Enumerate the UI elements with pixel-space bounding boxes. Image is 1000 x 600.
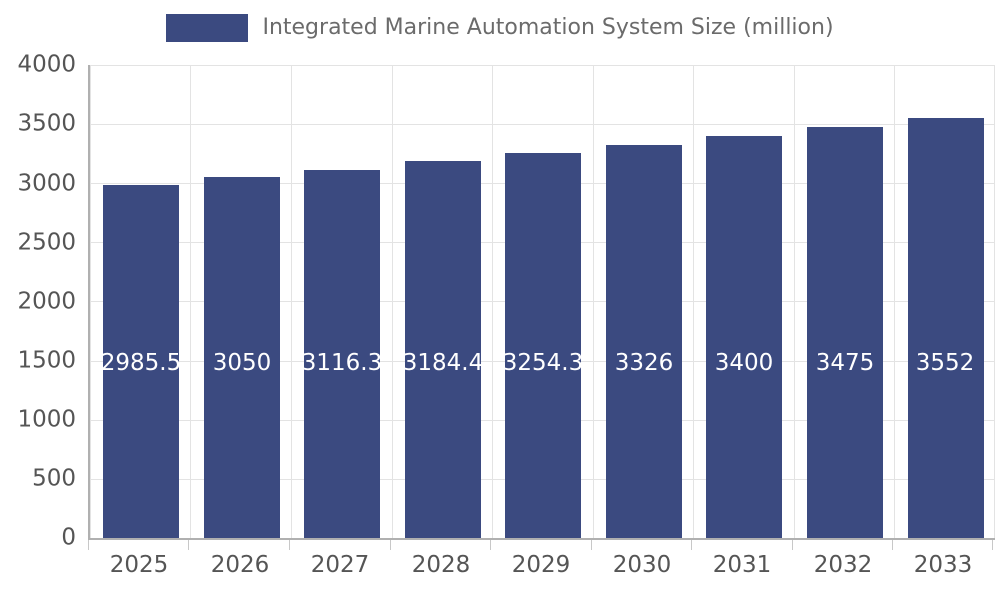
x-tick-mark-8 (892, 540, 893, 550)
chart-legend: Integrated Marine Automation System Size… (0, 0, 1000, 56)
legend-item-label: Integrated Marine Automation System Size… (262, 15, 834, 40)
gridline-v-8 (894, 65, 895, 538)
x-tick-label-2025: 2025 (109, 552, 169, 578)
x-axis-baseline (88, 538, 995, 540)
y-tick-label-1000: 1000 (17, 406, 76, 433)
bar-label-2029: 3254.3 (502, 350, 584, 376)
bar-2025[interactable] (103, 185, 179, 538)
x-tick-mark-0 (88, 540, 89, 550)
legend-swatch-icon (166, 14, 249, 42)
x-tick-mark-3 (390, 540, 391, 550)
bar-label-2028: 3184.4 (402, 350, 484, 376)
x-tick-mark-5 (591, 540, 592, 550)
y-tick-label-1500: 1500 (17, 347, 76, 374)
gridline-v-3 (392, 65, 393, 538)
x-tick-label-2030: 2030 (612, 552, 672, 578)
bar-label-2030: 3326 (614, 350, 674, 376)
y-tick-label-2000: 2000 (17, 288, 76, 315)
bar-label-2026: 3050 (212, 350, 272, 376)
bar-label-2032: 3475 (815, 350, 875, 376)
y-tick-label-4000: 4000 (17, 51, 76, 78)
plot-area: 2985.5 3050 3116.3 3184.4 3254.3 3326 34… (88, 65, 995, 540)
y-tick-label-500: 500 (32, 465, 76, 492)
x-tick-label-2031: 2031 (712, 552, 772, 578)
x-tick-label-2027: 2027 (310, 552, 370, 578)
bar-2030[interactable] (606, 145, 682, 538)
bar-2028[interactable] (405, 161, 481, 538)
y-tick-label-0: 0 (61, 524, 76, 551)
x-tick-mark-4 (490, 540, 491, 550)
x-tick-mark-1 (188, 540, 189, 550)
gridline-v-7 (794, 65, 795, 538)
x-tick-mark-7 (792, 540, 793, 550)
bar-label-2027: 3116.3 (301, 350, 383, 376)
x-tick-mark-6 (691, 540, 692, 550)
x-tick-mark-2 (289, 540, 290, 550)
bar-2033[interactable] (908, 118, 984, 538)
x-tick-label-2028: 2028 (411, 552, 471, 578)
y-tick-label-2500: 2500 (17, 229, 76, 256)
gridline-v-6 (693, 65, 694, 538)
gridline-v-9 (994, 65, 995, 538)
bar-2027[interactable] (304, 170, 380, 538)
bar-2026[interactable] (204, 177, 280, 538)
x-tick-label-2029: 2029 (511, 552, 571, 578)
x-tick-label-2026: 2026 (210, 552, 270, 578)
bar-label-2031: 3400 (714, 350, 774, 376)
gridline-v-5 (593, 65, 594, 538)
bar-2032[interactable] (807, 127, 883, 538)
gridline-h-4000 (90, 65, 995, 66)
plot-inner: 2985.5 3050 3116.3 3184.4 3254.3 3326 34… (88, 65, 995, 540)
gridline-h-3500 (90, 124, 995, 125)
y-tick-label-3500: 3500 (17, 110, 76, 137)
x-tick-label-2033: 2033 (913, 552, 973, 578)
gridline-v-0 (90, 65, 91, 538)
bar-2029[interactable] (505, 153, 581, 538)
x-tick-mark-9 (992, 540, 993, 550)
y-axis-tick-labels: 0 500 1000 1500 2000 2500 3000 3500 4000 (0, 0, 76, 600)
gridline-v-1 (190, 65, 191, 538)
x-tick-label-2032: 2032 (813, 552, 873, 578)
gridline-v-4 (492, 65, 493, 538)
y-tick-label-3000: 3000 (17, 170, 76, 197)
gridline-v-2 (291, 65, 292, 538)
bar-2031[interactable] (706, 136, 782, 538)
bar-label-2025: 2985.5 (100, 350, 182, 376)
legend-item-marine-automation[interactable]: Integrated Marine Automation System Size… (166, 14, 834, 42)
bar-label-2033: 3552 (915, 350, 975, 376)
